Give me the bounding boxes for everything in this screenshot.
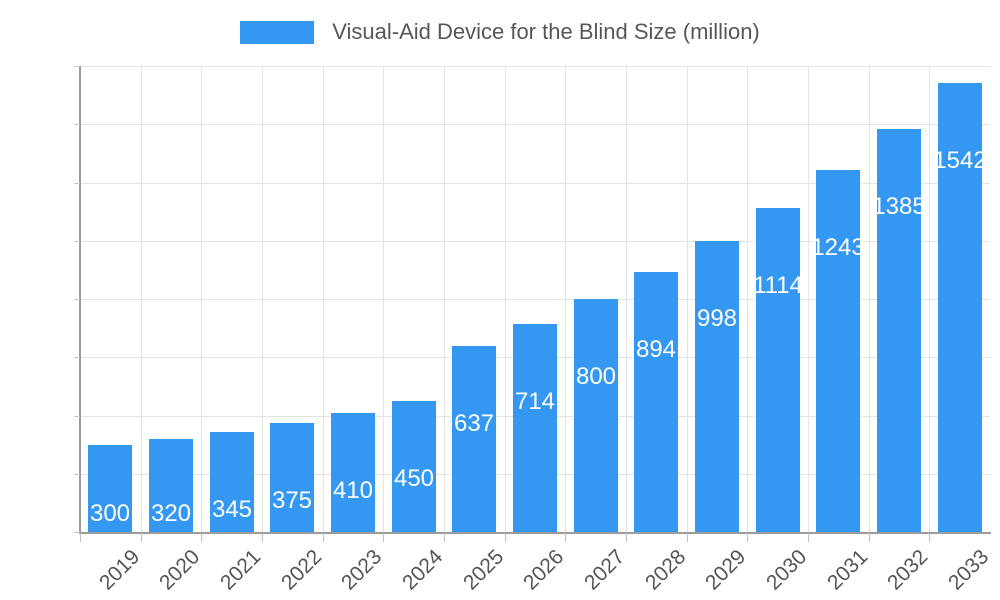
gridline-vertical bbox=[808, 66, 809, 532]
bar-value-label: 800 bbox=[575, 363, 617, 390]
bar-value-label: 300 bbox=[89, 500, 131, 527]
y-tick-mark bbox=[74, 182, 80, 184]
bar[interactable] bbox=[756, 208, 800, 532]
bar[interactable] bbox=[877, 129, 921, 532]
bar-value-label: 1114 bbox=[753, 272, 803, 299]
legend-swatch-icon bbox=[240, 20, 315, 44]
y-tick-mark bbox=[74, 124, 80, 126]
x-tick-label: 2025 bbox=[458, 545, 508, 595]
bar-value-label: 1385 bbox=[872, 193, 926, 220]
x-tick-mark bbox=[323, 533, 324, 542]
bar[interactable] bbox=[695, 241, 739, 532]
bar[interactable] bbox=[270, 423, 314, 532]
legend-item[interactable]: Visual-Aid Device for the Blind Size (mi… bbox=[240, 19, 760, 45]
bar[interactable] bbox=[816, 170, 860, 532]
bar[interactable] bbox=[210, 432, 254, 532]
y-tick-mark bbox=[74, 357, 80, 359]
x-tick-label: 2024 bbox=[397, 545, 448, 595]
bar-value-label: 450 bbox=[393, 465, 435, 492]
gridline-vertical bbox=[262, 66, 263, 532]
bar[interactable] bbox=[392, 401, 436, 532]
chart-legend: Visual-Aid Device for the Blind Size (mi… bbox=[0, 14, 1000, 50]
x-tick-mark bbox=[808, 533, 809, 542]
x-tick-mark bbox=[505, 533, 506, 542]
bar[interactable] bbox=[574, 299, 618, 532]
x-tick-mark bbox=[626, 533, 627, 542]
x-tick-mark bbox=[80, 533, 81, 542]
x-tick-mark bbox=[383, 533, 384, 542]
bar[interactable] bbox=[938, 83, 982, 532]
x-tick-mark bbox=[747, 533, 748, 542]
x-tick-label: 2026 bbox=[519, 545, 569, 595]
bar-value-label: 714 bbox=[514, 388, 556, 415]
x-tick-label: 2023 bbox=[337, 545, 387, 595]
x-tick-label: 2022 bbox=[276, 545, 326, 595]
bar[interactable] bbox=[513, 324, 557, 532]
x-tick-label: 2021 bbox=[215, 545, 266, 595]
bar[interactable] bbox=[634, 272, 678, 532]
bar-value-label: 894 bbox=[635, 336, 677, 363]
x-tick-label: 2031 bbox=[822, 545, 872, 595]
gridline-horizontal bbox=[80, 299, 990, 300]
x-tick-label: 2020 bbox=[155, 545, 205, 595]
x-tick-label: 2033 bbox=[943, 545, 994, 595]
bar-value-label: 375 bbox=[271, 487, 313, 514]
bar[interactable] bbox=[88, 445, 132, 532]
legend-item-label: Visual-Aid Device for the Blind Size (mi… bbox=[332, 19, 760, 44]
x-tick-label: 2028 bbox=[640, 545, 690, 595]
bar-value-label: 320 bbox=[150, 500, 192, 527]
y-tick-mark bbox=[74, 473, 80, 475]
x-tick-mark bbox=[687, 533, 688, 542]
bar[interactable] bbox=[149, 439, 193, 532]
gridline-horizontal bbox=[80, 66, 990, 67]
gridline-horizontal bbox=[80, 182, 990, 184]
bar[interactable] bbox=[452, 346, 496, 532]
x-tick-mark bbox=[869, 533, 870, 542]
x-tick-label: 2027 bbox=[579, 545, 630, 595]
x-axis-line bbox=[79, 532, 991, 534]
x-tick-mark bbox=[141, 533, 142, 542]
x-tick-mark bbox=[444, 533, 445, 542]
gridline-vertical bbox=[869, 66, 870, 532]
gridline-horizontal bbox=[80, 124, 990, 126]
x-tick-mark bbox=[201, 533, 202, 542]
bar-value-label: 345 bbox=[211, 496, 253, 523]
y-tick-mark bbox=[74, 240, 80, 242]
x-tick-label: 2030 bbox=[761, 545, 812, 595]
y-tick-mark bbox=[74, 532, 80, 533]
gridline-vertical bbox=[505, 66, 506, 532]
x-tick-mark bbox=[262, 533, 263, 542]
gridline-vertical bbox=[444, 66, 445, 532]
gridline-vertical bbox=[565, 66, 566, 532]
x-tick-label: 2029 bbox=[701, 545, 751, 595]
plot-area: 02004006008001000120014001600 2019202020… bbox=[74, 66, 993, 595]
x-tick-mark bbox=[565, 533, 566, 542]
y-tick-mark bbox=[74, 66, 80, 67]
gridline-vertical bbox=[141, 66, 142, 532]
x-tick-mark bbox=[929, 533, 930, 542]
y-axis-line bbox=[79, 66, 81, 533]
y-tick-mark bbox=[74, 299, 80, 300]
gridline-vertical bbox=[323, 66, 324, 532]
gridline-vertical bbox=[747, 66, 748, 532]
bar-value-label: 1542 bbox=[933, 147, 987, 174]
bar[interactable] bbox=[331, 413, 375, 532]
gridline-vertical bbox=[383, 66, 384, 532]
gridline-vertical bbox=[626, 66, 627, 532]
gridline-horizontal bbox=[80, 240, 990, 242]
x-tick-label: 2032 bbox=[883, 545, 933, 595]
bar-value-label: 1243 bbox=[811, 234, 865, 261]
x-tick-label: 2019 bbox=[94, 545, 144, 595]
gridline-vertical bbox=[201, 66, 202, 532]
y-tick-mark bbox=[74, 415, 80, 417]
bar-value-label: 410 bbox=[332, 477, 374, 504]
gridline-vertical bbox=[929, 66, 930, 532]
gridline-vertical bbox=[687, 66, 688, 532]
bar-value-label: 998 bbox=[696, 305, 738, 332]
bar-value-label: 637 bbox=[453, 410, 495, 437]
